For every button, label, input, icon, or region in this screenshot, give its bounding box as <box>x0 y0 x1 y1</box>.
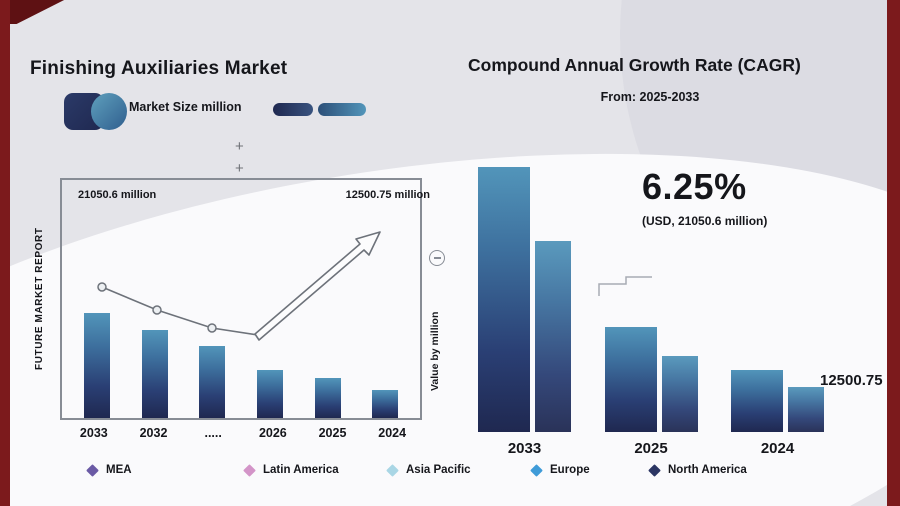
plus-mark-icon: + <box>235 138 244 155</box>
europe-diamond-icon <box>530 463 543 477</box>
legend-item-asia-pacific: Asia Pacific <box>386 463 471 477</box>
market-bar-column <box>299 210 357 418</box>
year-label: 2032 <box>139 426 168 440</box>
cagr-bar-2033 <box>478 167 530 432</box>
legend-item-europe: Europe <box>530 463 590 477</box>
right-border-strip <box>887 0 900 506</box>
circle-dash-icon <box>429 250 445 266</box>
legend-item-mea: MEA <box>86 463 132 477</box>
market-bar-column <box>241 210 299 418</box>
legend-item-north-america: North America <box>648 463 747 477</box>
cagr-bar-group-2025: 2025 <box>604 162 698 457</box>
market-size-legend-label: Market Size million <box>129 100 242 114</box>
latin-america-diamond-icon <box>243 463 256 477</box>
market-size-bar-..... <box>199 346 226 418</box>
cagr-2024-annotation: 12500.75 <box>820 372 883 389</box>
right-chart-title: Compound Annual Growth Rate (CAGR) <box>468 55 801 75</box>
mea-diamond-icon <box>86 463 99 477</box>
year-label: 2025 <box>318 426 347 440</box>
min-value-annotation: 12500.75 million <box>345 189 430 201</box>
legend-label: Latin America <box>263 464 339 476</box>
legend-label: North America <box>668 464 747 476</box>
market-size-bar-2033 <box>83 313 110 418</box>
left-border-strip <box>0 0 10 506</box>
market-bar-column <box>183 210 241 418</box>
decorative-pill-dark <box>273 103 313 116</box>
year-label: 2033 <box>79 426 108 440</box>
legend-label: MEA <box>106 464 132 476</box>
market-size-chart: 21050.6 million 12500.75 million <box>60 178 430 420</box>
cagr-bar-2025 <box>604 327 657 432</box>
step-line-decoration <box>598 276 652 296</box>
legend-label: Europe <box>550 464 590 476</box>
asia-pacific-diamond-icon <box>386 463 399 477</box>
cagr-detail: (USD, 21050.6 million) <box>642 214 768 228</box>
year-label: ..... <box>204 426 222 440</box>
legend-label: Asia Pacific <box>406 464 471 476</box>
cagr-bar-echo-2024 <box>788 387 824 432</box>
cagr-bar-group-2024: 2024 <box>731 162 824 457</box>
cagr-bar-2024 <box>731 370 783 432</box>
cagr-bar-echo-2025 <box>661 356 698 432</box>
market-bar-column <box>126 210 184 418</box>
north-america-diamond-icon <box>648 463 661 477</box>
legend-item-latin-america: Latin America <box>243 463 339 477</box>
logo-ellipse-shape <box>91 93 127 130</box>
market-bar-labels: 2033 2032..... 2026 2025 2024 <box>64 426 422 440</box>
cagr-bar-echo-2033 <box>535 241 571 432</box>
year-label: 2026 <box>258 426 287 440</box>
decorative-pill-teal <box>318 103 366 116</box>
market-size-bar-2025 <box>314 378 341 418</box>
market-size-bar-2032 <box>141 330 168 418</box>
market-bar-column <box>68 210 126 418</box>
cagr-bars: 2033 2025 2024 <box>478 162 824 457</box>
year-label: 2025 <box>634 440 668 457</box>
brand-logo-icon <box>64 93 128 130</box>
cagr-callout: 6.25% (USD, 21050.6 million) <box>642 166 892 228</box>
value-axis-label: Value by million <box>429 311 441 391</box>
market-size-bar-2024 <box>372 390 399 418</box>
cagr-value: 6.25% <box>642 166 747 207</box>
market-size-bar-2026 <box>256 370 283 418</box>
left-chart-side-label: FUTURE MARKET REPORT <box>34 227 45 371</box>
plus-mark-icon: + <box>235 160 244 177</box>
year-label: 2033 <box>507 440 542 457</box>
market-bars <box>68 210 414 418</box>
left-chart-title: Finishing Auxiliaries Market <box>30 58 288 79</box>
year-label: 2024 <box>760 440 795 457</box>
max-value-annotation: 21050.6 million <box>78 189 157 201</box>
cagr-bar-group-2033: 2033 <box>478 162 571 457</box>
market-bar-column <box>356 210 414 418</box>
year-label: 2024 <box>378 426 407 440</box>
right-chart-subtitle: From: 2025-2033 <box>600 90 700 104</box>
